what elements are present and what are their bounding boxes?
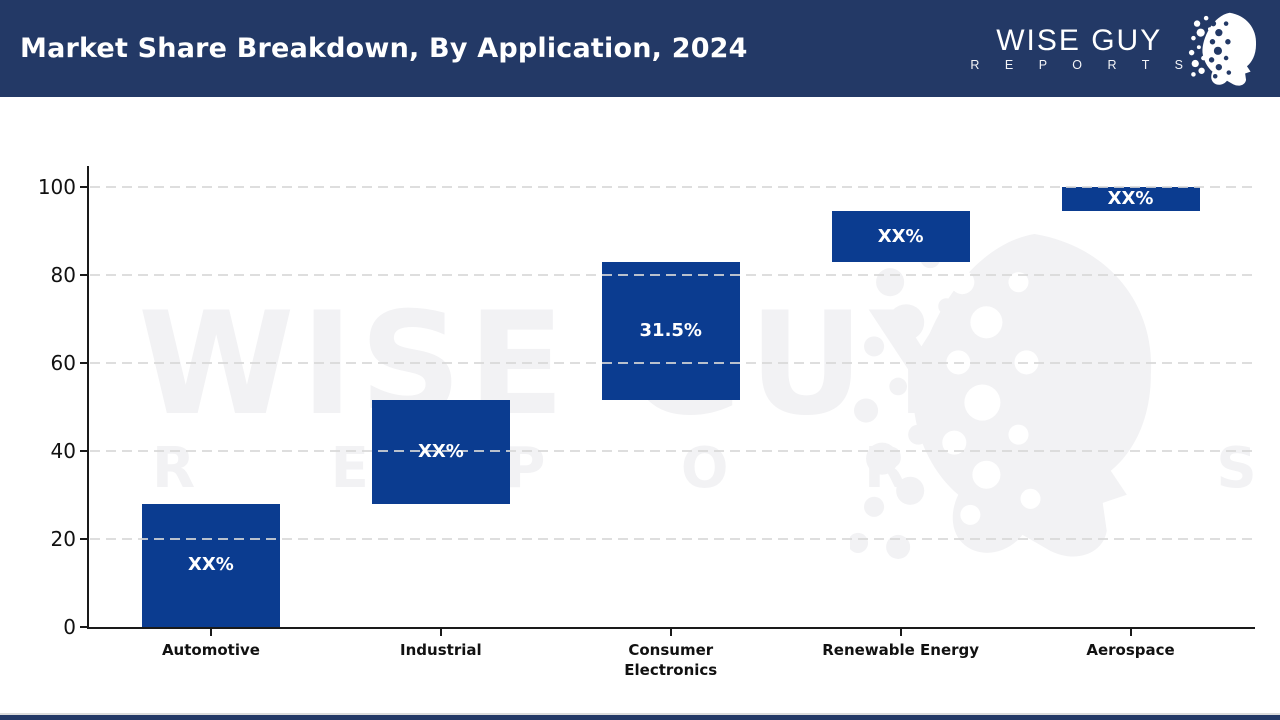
bar-consumer-electronics [601,261,740,401]
bar-value-label: XX% [188,554,234,576]
watermark-wordmark: WISE GUY [138,282,979,447]
x-tick-mark [899,629,902,636]
y-axis-tick-label: 80 [50,263,76,287]
x-axis-tick-label: Consumer Electronics [624,641,718,679]
bar-aerospace [1061,187,1200,212]
gridline [90,186,1254,188]
watermark-head-icon [850,234,1152,559]
y-axis-tick-label: 100 [37,175,76,199]
x-axis-tick-label: Industrial [400,641,482,659]
y-tick-mark [80,186,88,188]
logo-wordmark: WISE GUY [996,24,1163,57]
gridline [90,362,1254,364]
y-tick-mark [80,626,88,628]
y-tick-mark [80,362,88,364]
footer-divider [0,713,1280,715]
bar-value-label: XX% [417,441,464,463]
header: Market Share Breakdown, By Application, … [0,0,1280,97]
bar-automotive [141,503,280,627]
bar-value-label: XX% [877,225,924,247]
y-axis-tick-label: 0 [63,615,76,639]
y-axis-tick-label: 20 [50,527,76,551]
footer-bar [0,715,1280,720]
logo-subtext: R E P O R T S [970,58,1194,72]
gridline [90,538,1254,540]
gridline [90,274,1254,276]
y-tick-mark [80,450,88,452]
bar-value-label: 31.5% [639,320,702,342]
gridline [90,450,1254,452]
x-tick-mark [1129,629,1132,636]
x-axis-tick-label: Automotive [161,641,260,659]
bar-value-label: XX% [1107,188,1154,210]
x-tick-mark [669,629,672,636]
bar-renewable-energy [831,211,970,262]
x-axis-tick-label: Renewable Energy [822,641,980,659]
y-tick-mark [80,274,88,276]
y-axis [87,166,89,629]
y-tick-mark [80,538,88,540]
x-axis [87,627,1255,629]
x-axis-tick-label: Aerospace [1086,641,1175,659]
y-axis-tick-label: 40 [50,439,76,463]
head-profile-icon [1188,12,1257,86]
page-title: Market Share Breakdown, By Application, … [20,33,748,64]
x-tick-mark [209,629,212,636]
wise-guy-logo: WISE GUY R E P O R T S [964,8,1266,90]
y-axis-tick-label: 60 [50,351,76,375]
bar-industrial [371,400,510,504]
x-tick-mark [439,629,442,636]
